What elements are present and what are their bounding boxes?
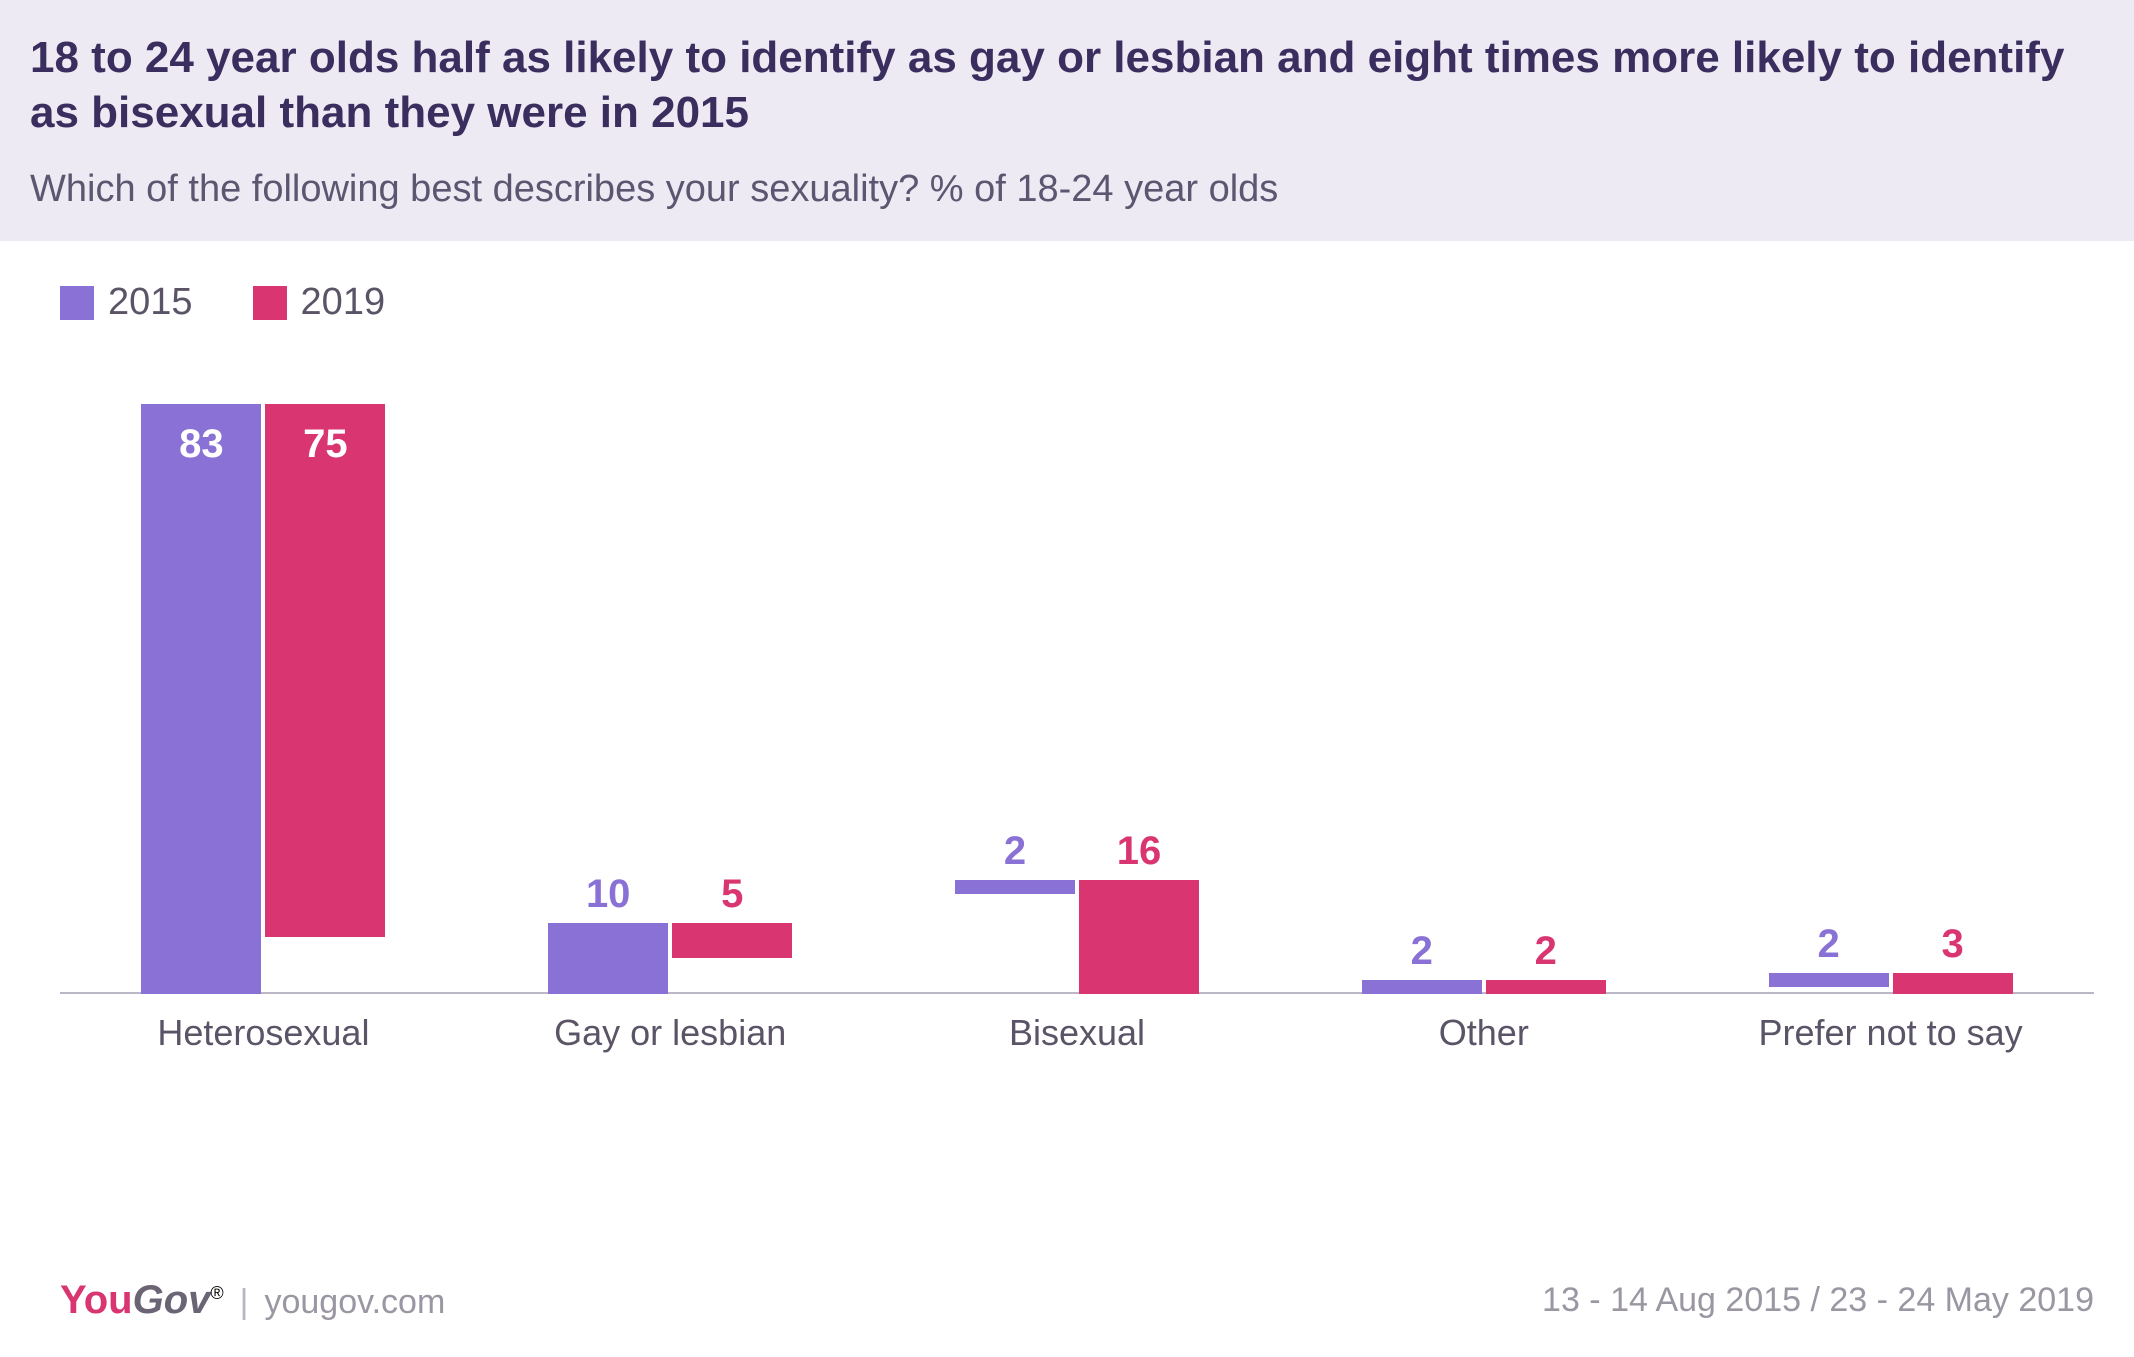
category-label: Other [1280,1012,1687,1054]
category-axis: HeterosexualGay or lesbianBisexualOtherP… [60,994,2094,1074]
bar-value-label: 5 [672,872,792,917]
bar-group: 23 [1687,973,2094,994]
bar: 3 [1893,973,2013,994]
logo-registered: ® [210,1283,223,1303]
bar-value-label: 2 [1362,929,1482,974]
logo-separator: | [240,1283,249,1322]
category-label: Bisexual [874,1012,1281,1054]
category-label: Gay or lesbian [467,1012,874,1054]
source-url: yougov.com [264,1283,445,1322]
bar-group: 105 [467,923,874,994]
bar-group: 22 [1280,980,1687,994]
source-logo: YouGov® | yougov.com [60,1278,445,1323]
bar: 16 [1079,880,1199,994]
bar-group: 8375 [60,404,467,994]
chart-header: 18 to 24 year olds half as likely to ide… [0,0,2134,241]
footer: YouGov® | yougov.com 13 - 14 Aug 2015 / … [60,1278,2094,1323]
legend-item: 2019 [253,281,386,324]
legend-item: 2015 [60,281,193,324]
bar-value-label: 2 [955,829,1075,874]
bar-value-label: 2 [1486,929,1606,974]
logo-you: You [60,1278,133,1322]
bar-group: 2 16 [874,880,1281,994]
chart-area: 20152019 83751052162223 HeterosexualGay … [0,241,2134,1074]
bar-value-label: 16 [1079,829,1199,874]
bar-value-label: 75 [265,422,385,467]
legend-swatch [253,286,287,320]
bar: 83 [141,404,261,994]
chart-subtitle: Which of the following best describes yo… [30,168,2104,211]
bar: 5 [672,923,792,959]
category-label: Heterosexual [60,1012,467,1054]
category-label: Prefer not to say [1687,1012,2094,1054]
legend-label: 2019 [301,281,386,324]
legend-label: 2015 [108,281,193,324]
bar: 10 [548,923,668,994]
bar-value-label: 2 [1769,922,1889,967]
bar-value-label: 10 [548,872,668,917]
logo-gov: Gov [133,1278,211,1322]
legend-swatch [60,286,94,320]
plot-area: 83751052162223 [60,354,2094,994]
bar: 2 [1769,973,1889,987]
bar: 2 [955,880,1075,894]
bar-value-label: 83 [141,422,261,467]
bar: 2 [1486,980,1606,994]
bar-value-label: 3 [1893,922,2013,967]
legend: 2015 2019 [60,281,2094,324]
bar: 2 [1362,980,1482,994]
bar: 75 [265,404,385,937]
chart-title: 18 to 24 year olds half as likely to ide… [30,30,2104,140]
date-range: 13 - 14 Aug 2015 / 23 - 24 May 2019 [1542,1281,2094,1320]
